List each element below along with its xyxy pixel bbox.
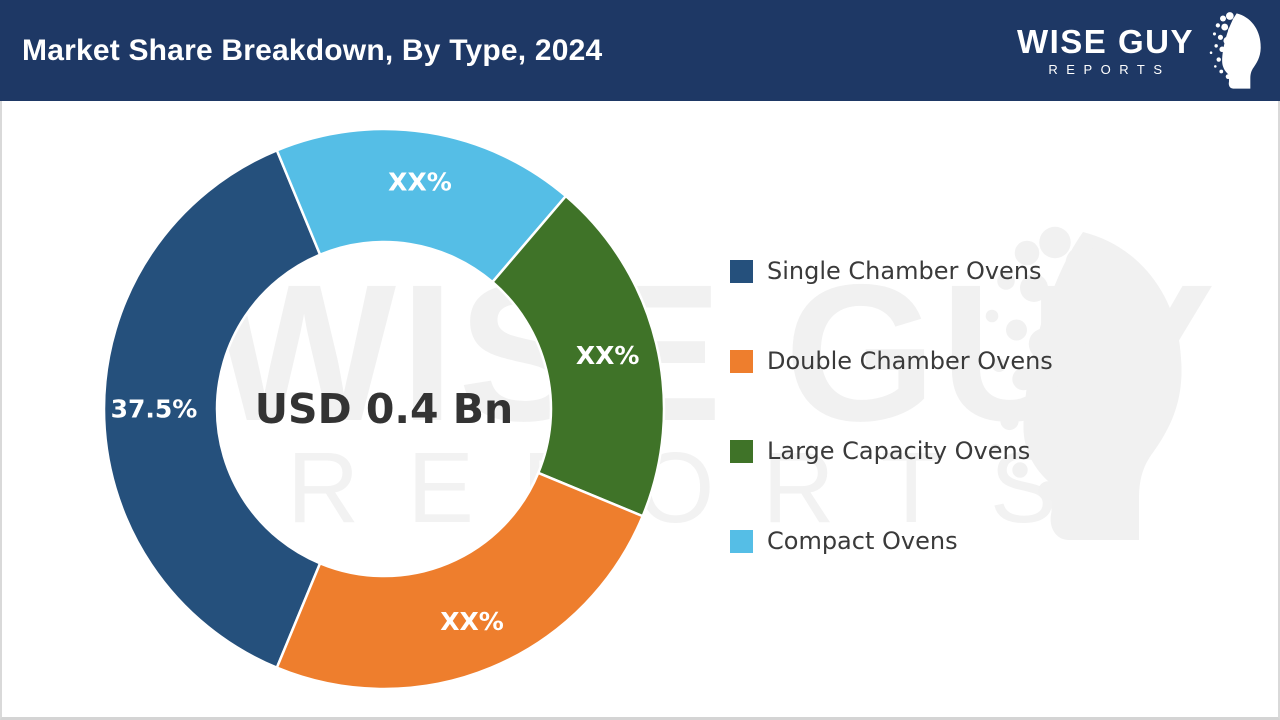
- logo-text: WISE GUY REPORTS: [1016, 23, 1194, 78]
- donut-center-value: USD 0.4 Bn: [255, 385, 513, 433]
- logo-subtitle: REPORTS: [1048, 62, 1171, 77]
- chart-legend: Single Chamber Ovens Double Chamber Ovens…: [730, 256, 1053, 616]
- legend-swatch: [730, 439, 753, 463]
- segment-value-label: XX%: [576, 341, 640, 370]
- legend-label: Large Capacity Ovens: [767, 437, 1031, 465]
- donut-svg: 37.5% XX% XX% XX% USD 0.4 Bn: [102, 127, 666, 691]
- legend-item: Double Chamber Ovens: [730, 346, 1053, 376]
- donut-segment-double-chamber-ovens: [275, 471, 645, 691]
- donut-segment-large-capacity-ovens: [490, 194, 666, 518]
- donut-chart: 37.5% XX% XX% XX% USD 0.4 Bn: [99, 124, 669, 694]
- legend-label: Single Chamber Ovens: [767, 257, 1042, 285]
- legend-label: Double Chamber Ovens: [767, 347, 1053, 375]
- legend-label: Compact Ovens: [767, 527, 958, 555]
- segment-value-label: 37.5%: [111, 395, 198, 424]
- legend-item: Compact Ovens: [730, 526, 1053, 556]
- segment-value-label: XX%: [388, 167, 452, 196]
- donut-segment-single-chamber-ovens: [102, 148, 322, 670]
- legend-swatch: [730, 349, 753, 373]
- chart-canvas: WISE GUY REPORTS 37.5% XX% XX% XX% USD 0.4 …: [0, 101, 1280, 720]
- watermark-subtitle: REPORTS: [287, 432, 1105, 544]
- segment-value-label: XX%: [440, 607, 504, 636]
- legend-swatch: [730, 529, 753, 553]
- dotted-face-icon: [1209, 11, 1261, 89]
- legend-item: Single Chamber Ovens: [730, 256, 1053, 286]
- legend-swatch: [730, 259, 753, 283]
- donut-segment-compact-ovens: [275, 127, 568, 284]
- watermark-face-icon: [972, 226, 1182, 540]
- legend-item: Large Capacity Ovens: [730, 436, 1053, 466]
- logo-wordmark: WISE GUY: [1016, 23, 1194, 60]
- wise-guy-reports-logo: WISE GUY REPORTS: [1017, 10, 1266, 92]
- header-bar: Market Share Breakdown, By Type, 2024 WI…: [0, 0, 1280, 101]
- page-title: Market Share Breakdown, By Type, 2024: [22, 33, 603, 67]
